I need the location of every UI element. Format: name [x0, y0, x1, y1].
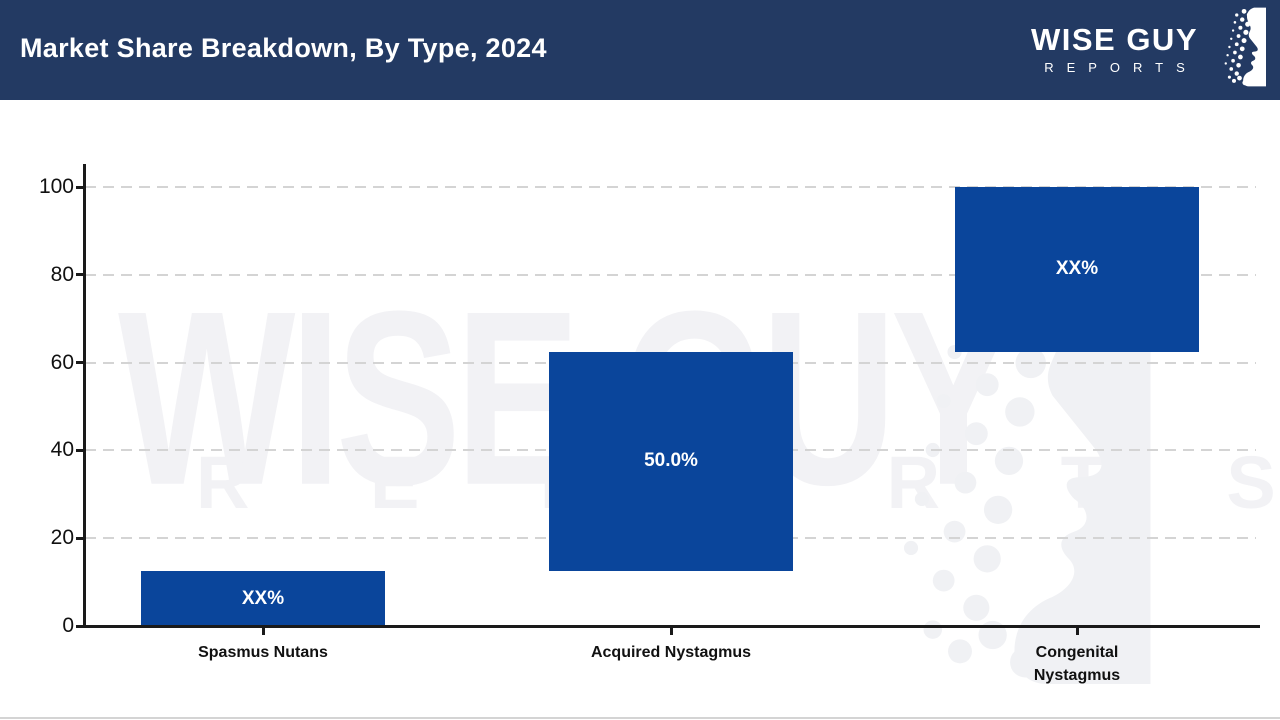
bottom-border-line — [0, 717, 1280, 719]
x-axis-category-label: Spasmus Nutans — [123, 641, 403, 664]
y-axis-tick-mark — [76, 361, 85, 365]
bar-value-label: XX% — [1055, 258, 1099, 280]
category-label-line: Acquired Nystagmus — [590, 644, 752, 661]
y-axis-tick-label: 60 — [50, 350, 74, 374]
bar-acquired-nystagmus: 50.0% — [549, 351, 793, 572]
x-axis-category-label: Congenital Nystagmus — [937, 641, 1217, 687]
y-axis-tick-label: 100 — [38, 175, 74, 198]
brand-subname: REPORTS — [1044, 60, 1198, 75]
x-axis-tick-mark — [1075, 627, 1079, 635]
x-axis-line — [83, 625, 1260, 628]
brand-logo-text: WISE GUY REPORTS — [1031, 23, 1198, 77]
bar-value-label: XX% — [241, 587, 285, 609]
y-axis-tick-mark — [76, 273, 85, 277]
y-gridline — [85, 273, 1256, 276]
x-axis-tick-mark — [669, 627, 673, 635]
y-axis-tick-mark — [76, 624, 85, 628]
y-axis-tick-mark — [76, 185, 85, 189]
category-label-line: Spasmus Nutans — [198, 644, 328, 661]
category-label-line: Congenital — [1035, 644, 1119, 661]
category-label-line: Nystagmus — [1033, 667, 1121, 684]
brand-name: WISE GUY — [1030, 22, 1198, 57]
brand-logo: WISE GUY REPORTS — [1031, 7, 1266, 87]
y-axis-tick-label: 0 — [62, 614, 74, 637]
bar-value-label: 50.0% — [644, 450, 698, 472]
chart-title: Market Share Breakdown, By Type, 2024 — [20, 33, 547, 63]
bar-congenital-nystagmus: XX% — [955, 187, 1199, 352]
x-axis-tick-mark — [261, 627, 265, 635]
bar-spasmus-nutans: XX% — [141, 571, 385, 626]
y-axis-tick-mark — [76, 448, 85, 452]
y-axis-line — [83, 164, 86, 628]
y-axis-tick-label: 80 — [50, 262, 74, 286]
y-axis-tick-mark — [76, 536, 85, 540]
y-gridline — [85, 186, 1256, 188]
y-axis-tick-label: 20 — [50, 526, 74, 550]
header-bar: Market Share Breakdown, By Type, 2024 WI… — [0, 0, 1280, 100]
x-axis-category-label: Acquired Nystagmus — [531, 641, 811, 664]
y-axis-tick-label: 40 — [50, 438, 74, 462]
